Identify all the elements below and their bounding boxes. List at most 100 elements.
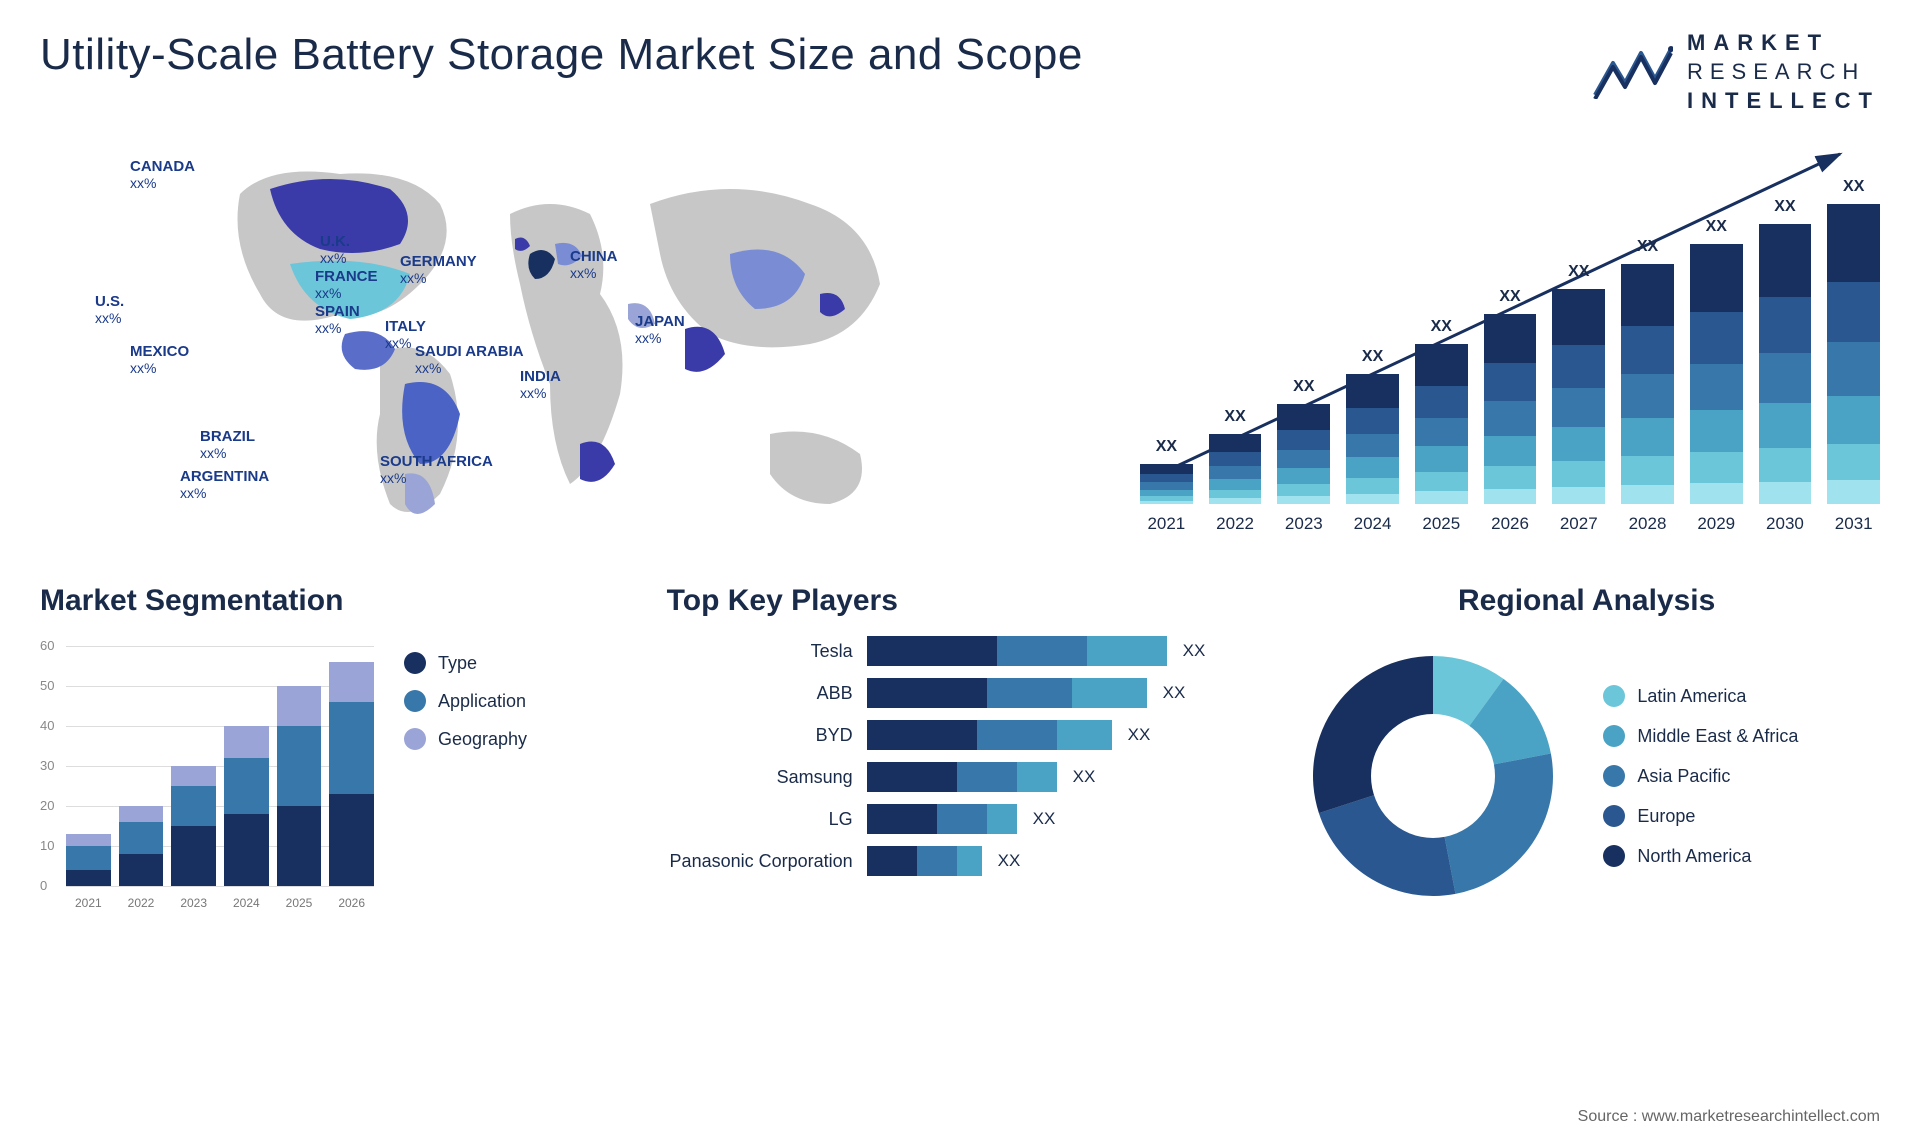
- legend-item: Asia Pacific: [1603, 765, 1798, 787]
- bar-segment: [1346, 434, 1399, 457]
- bar-segment: [1140, 474, 1193, 482]
- bar-segment: [1690, 312, 1743, 364]
- seg-bar-segment: [224, 758, 269, 814]
- bar-value-label: XX: [1224, 408, 1245, 426]
- player-bar-segment: [867, 846, 917, 876]
- bar-value-label: XX: [1499, 288, 1520, 306]
- logo-word-1: MARKET: [1687, 30, 1880, 56]
- legend-swatch-icon: [1603, 845, 1625, 867]
- legend-swatch-icon: [1603, 765, 1625, 787]
- y-tick-label: 20: [40, 798, 54, 813]
- map-country-label: JAPANxx%: [635, 314, 685, 347]
- bar-segment: [1484, 466, 1537, 489]
- seg-bar-segment: [224, 726, 269, 758]
- seg-bar-segment: [329, 702, 374, 794]
- bar-segment: [1690, 244, 1743, 312]
- map-country-label: ARGENTINAxx%: [180, 469, 269, 502]
- bar-segment: [1621, 485, 1674, 504]
- bar-segment: [1827, 396, 1880, 444]
- player-bar: [867, 678, 1147, 708]
- y-tick-label: 0: [40, 878, 47, 893]
- bar-value-label: XX: [1774, 198, 1795, 216]
- player-bar-segment: [867, 720, 977, 750]
- bar-value-label: XX: [1568, 263, 1589, 281]
- player-row: Panasonic CorporationXX: [667, 846, 1254, 876]
- legend-label: Geography: [438, 729, 527, 750]
- player-row: ABBXX: [667, 678, 1254, 708]
- source-attribution: Source : www.marketresearchintellect.com: [1578, 1108, 1880, 1126]
- bar-segment: [1277, 484, 1330, 496]
- legend-item: Middle East & Africa: [1603, 725, 1798, 747]
- bar-year-label: 2027: [1560, 514, 1598, 534]
- player-bar-segment: [937, 804, 987, 834]
- main-bar-col: XX2028: [1621, 264, 1674, 504]
- legend-swatch-icon: [1603, 685, 1625, 707]
- players-title: Top Key Players: [667, 584, 1254, 618]
- bar-segment: [1415, 491, 1468, 504]
- legend-label: North America: [1637, 846, 1751, 867]
- player-bar-segment: [957, 762, 1017, 792]
- logo-mark-icon: [1593, 45, 1673, 99]
- player-value: XX: [1073, 767, 1096, 787]
- bar-segment: [1415, 386, 1468, 418]
- bar-segment: [1827, 204, 1880, 282]
- seg-year-label: 2025: [286, 896, 313, 910]
- players-section: Top Key Players TeslaXXABBXXBYDXXSamsung…: [667, 584, 1254, 916]
- bar-segment: [1621, 264, 1674, 326]
- legend-item: Type: [404, 652, 527, 674]
- map-country-label: SPAINxx%: [315, 304, 360, 337]
- bar-segment: [1552, 388, 1605, 427]
- player-name: LG: [667, 809, 867, 830]
- bar-segment: [1484, 314, 1537, 363]
- bar-segment: [1209, 434, 1262, 452]
- bar-segment: [1827, 444, 1880, 480]
- seg-bar-segment: [277, 686, 322, 726]
- bar-value-label: XX: [1431, 318, 1452, 336]
- player-bar: [867, 636, 1167, 666]
- main-bar-col: XX2031: [1827, 204, 1880, 504]
- bar-segment: [1690, 364, 1743, 411]
- bar-segment: [1759, 353, 1812, 403]
- bar-segment: [1209, 452, 1262, 466]
- player-bar-segment: [957, 846, 982, 876]
- bar-value-label: XX: [1706, 218, 1727, 236]
- bar-segment: [1346, 374, 1399, 408]
- player-value: XX: [1128, 725, 1151, 745]
- seg-bar-segment: [119, 806, 164, 822]
- seg-bar-segment: [171, 826, 216, 886]
- player-bar-segment: [987, 678, 1072, 708]
- map-country-label: FRANCExx%: [315, 269, 378, 302]
- seg-bar-col: 2024: [224, 726, 269, 886]
- bar-segment: [1415, 344, 1468, 386]
- player-bar-segment: [867, 804, 937, 834]
- bar-value-label: XX: [1362, 348, 1383, 366]
- bar-segment: [1346, 478, 1399, 494]
- main-bar-col: XX2027: [1552, 289, 1605, 504]
- legend-swatch-icon: [404, 690, 426, 712]
- brand-logo: MARKET RESEARCH INTELLECT: [1593, 30, 1880, 114]
- main-bar-col: XX2024: [1346, 374, 1399, 504]
- bar-segment: [1277, 404, 1330, 430]
- seg-bar-segment: [66, 846, 111, 870]
- bar-segment: [1209, 490, 1262, 498]
- map-country-label: SOUTH AFRICAxx%: [380, 454, 493, 487]
- bar-segment: [1346, 457, 1399, 478]
- main-bar-col: XX2022: [1209, 434, 1262, 504]
- bar-segment: [1552, 487, 1605, 504]
- player-bar-segment: [1072, 678, 1147, 708]
- main-bar-col: XX2021: [1140, 464, 1193, 504]
- player-bar-segment: [987, 804, 1017, 834]
- main-bar-col: XX2025: [1415, 344, 1468, 504]
- player-name: Samsung: [667, 767, 867, 788]
- legend-label: Type: [438, 653, 477, 674]
- y-tick-label: 40: [40, 718, 54, 733]
- logo-word-3: INTELLECT: [1687, 88, 1880, 114]
- bar-segment: [1140, 464, 1193, 474]
- seg-bar-segment: [119, 854, 164, 886]
- bar-segment: [1827, 342, 1880, 396]
- player-bar: [867, 804, 1017, 834]
- legend-swatch-icon: [404, 728, 426, 750]
- bar-segment: [1759, 297, 1812, 353]
- legend-swatch-icon: [404, 652, 426, 674]
- legend-label: Asia Pacific: [1637, 766, 1730, 787]
